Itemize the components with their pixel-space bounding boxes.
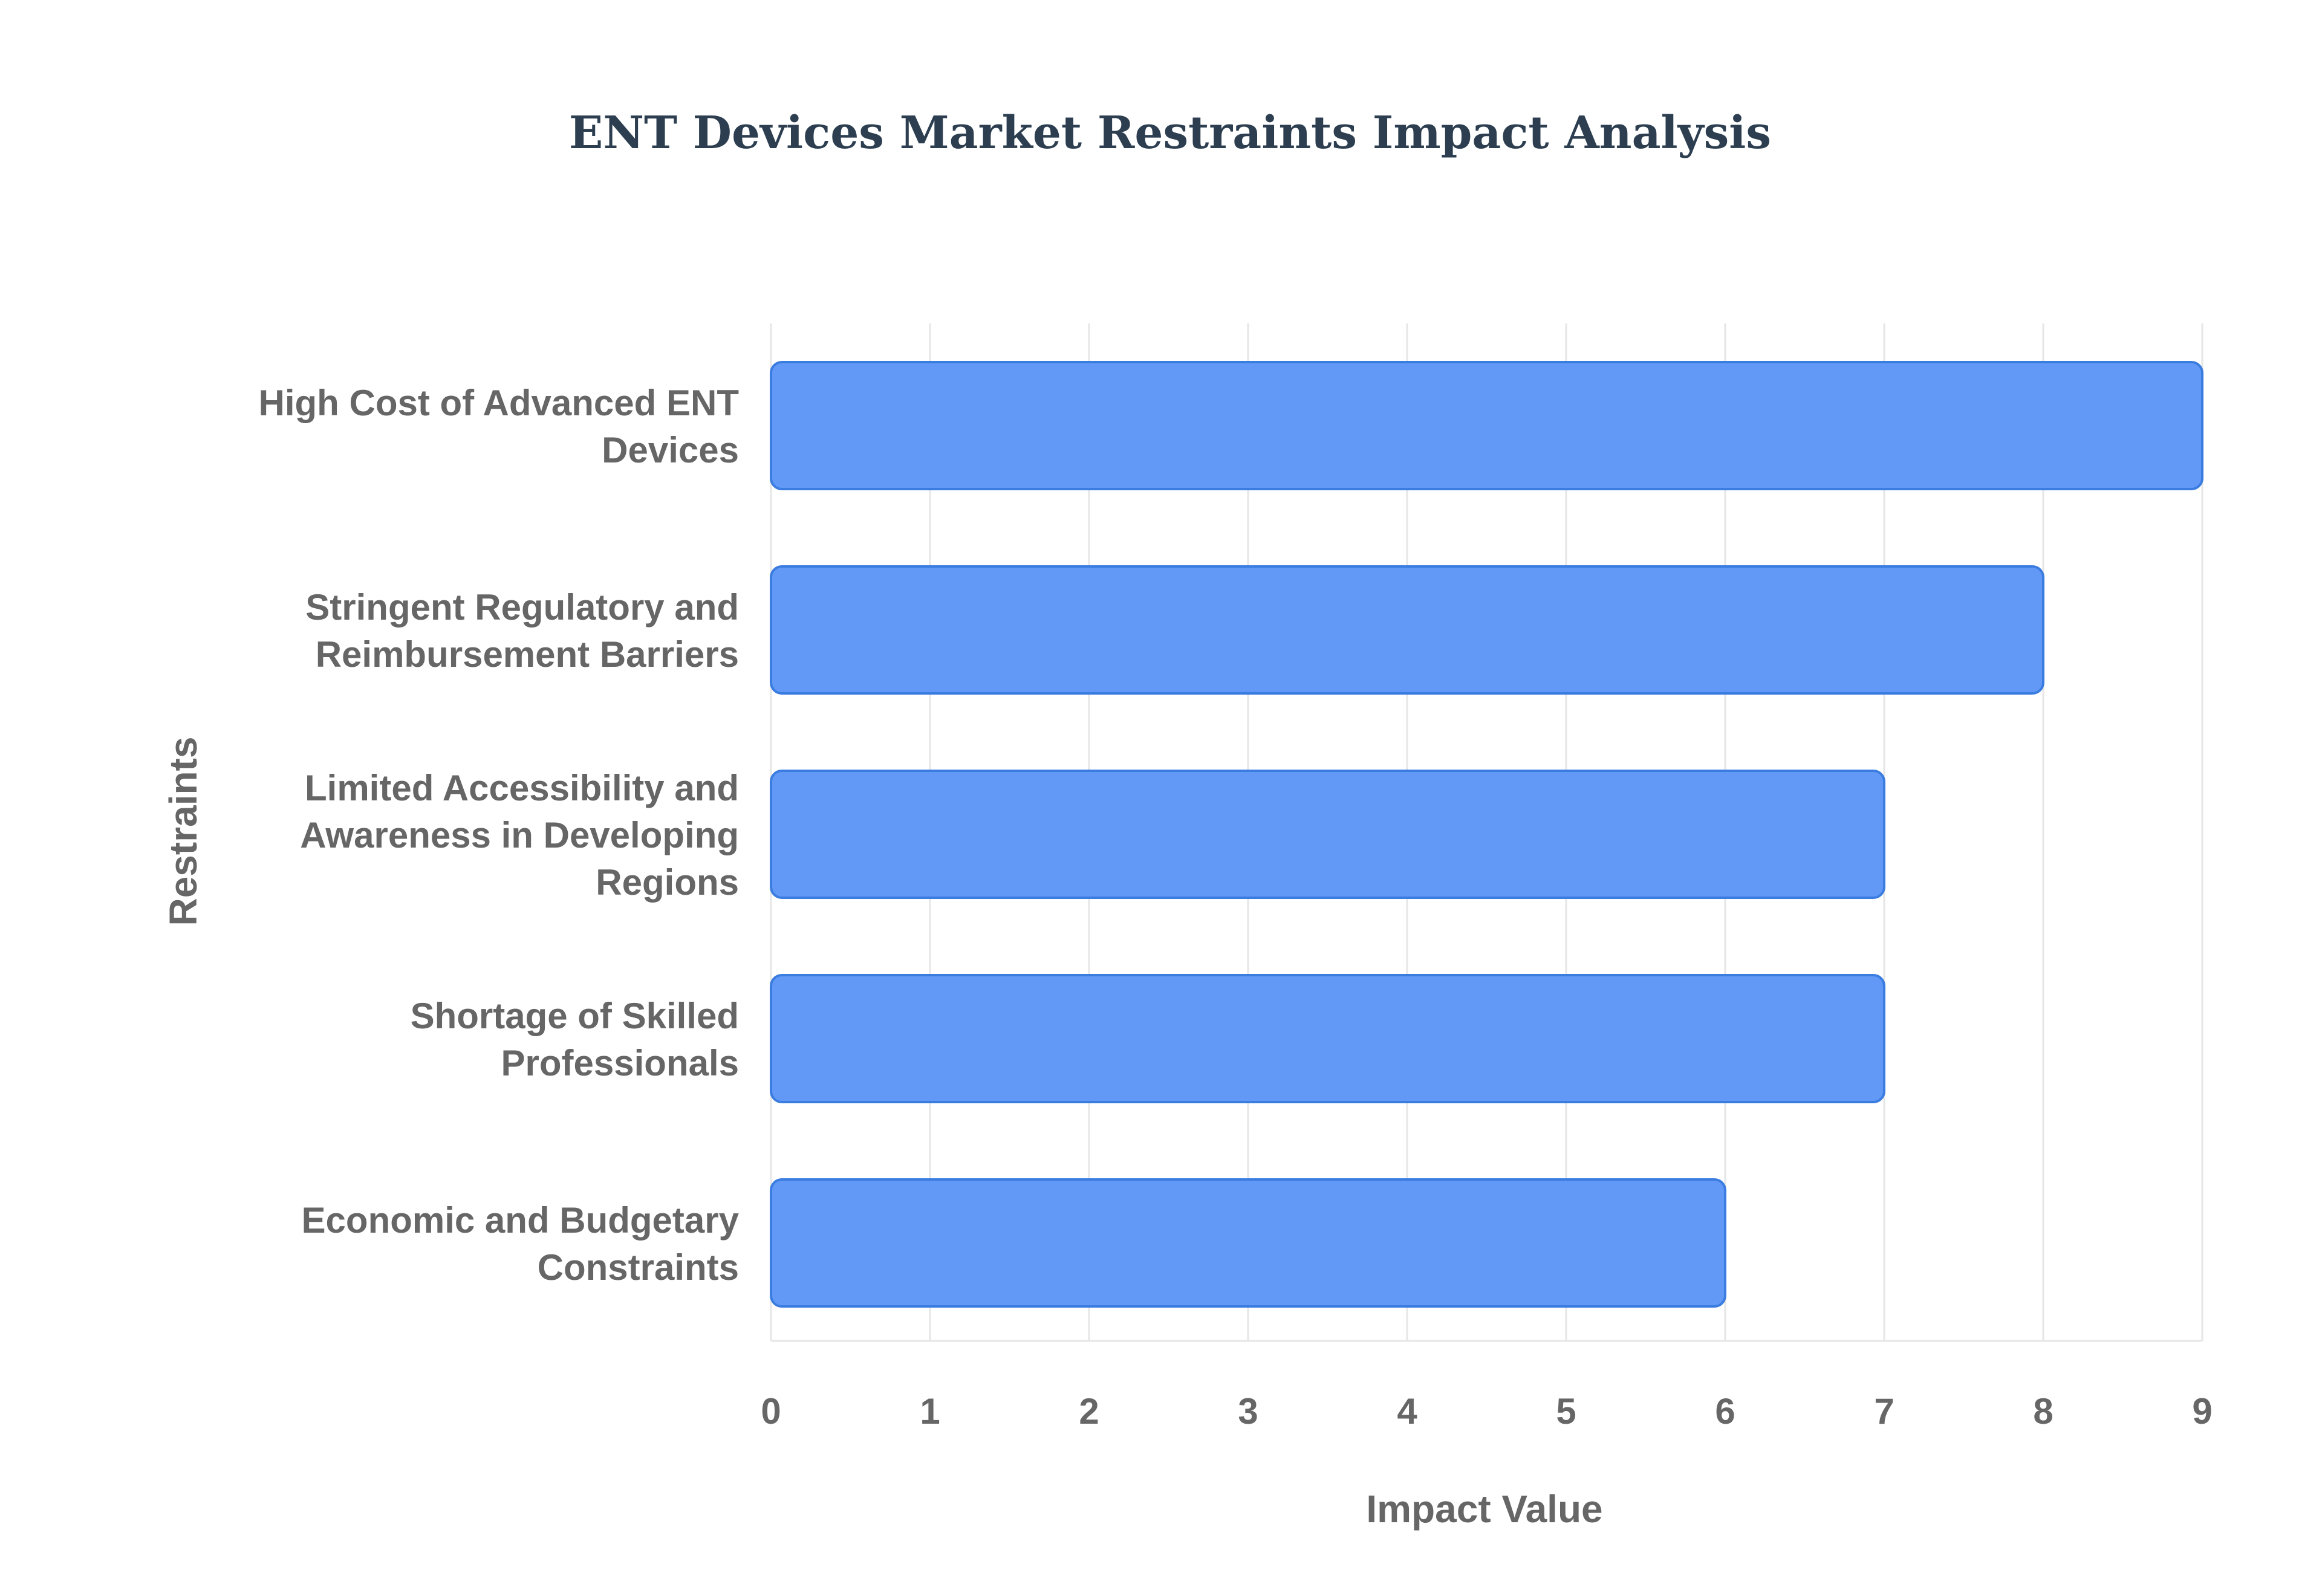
bars	[770, 361, 2203, 1308]
y-tick-label-line: Regions	[596, 862, 739, 903]
x-tick-label: 1	[920, 1391, 940, 1432]
y-tick-label-line: Limited Accessibility and	[305, 768, 739, 808]
y-tick-label: Shortage of Skilled Professionals	[411, 996, 739, 1083]
y-axis-label: Restraints	[161, 737, 205, 926]
y-tick-label-line: Devices	[602, 430, 739, 470]
chart-title: ENT Devices Market Restraints Impact Ana…	[569, 107, 1771, 159]
bar	[770, 565, 2044, 695]
bar	[770, 361, 2203, 490]
bar	[770, 770, 1885, 899]
y-tick-label: Economic and Budgetary Constraints	[302, 1200, 740, 1288]
x-tick-label: 2	[1079, 1391, 1099, 1432]
x-tick-label: 0	[761, 1391, 781, 1432]
y-tick-label: Stringent Regulatory and Reimbursement Ba…	[305, 587, 739, 675]
y-tick-label-line: High Cost of Advanced ENT	[259, 383, 739, 423]
y-tick-label-line: Professionals	[501, 1043, 740, 1083]
x-tick-label: 7	[1874, 1391, 1894, 1432]
x-tick-label: 5	[1556, 1391, 1576, 1432]
y-tick-label-line: Constraints	[538, 1247, 739, 1288]
x-tick-label: 4	[1397, 1391, 1417, 1432]
x-axis-label: Impact Value	[1366, 1487, 1602, 1531]
bar	[770, 1178, 1726, 1308]
x-tick-label: 9	[2192, 1391, 2212, 1432]
y-tick-label: Limited Accessibility and Awareness in De…	[300, 768, 739, 903]
x-tick-label: 3	[1238, 1391, 1258, 1432]
y-tick-label-line: Economic and Budgetary	[302, 1200, 740, 1241]
y-tick-label-line: Stringent Regulatory and	[305, 587, 739, 628]
x-tick-labels: 0 1 2 3 4 5 6 7 8 9	[761, 1391, 2212, 1432]
y-tick-label-line: Awareness in Developing	[300, 815, 739, 855]
y-tick-label-line: Shortage of Skilled	[411, 996, 739, 1036]
y-tick-label: High Cost of Advanced ENT Devices	[259, 383, 739, 470]
y-tick-label-line: Reimbursement Barriers	[316, 634, 739, 675]
x-tick-label: 6	[1715, 1391, 1735, 1432]
x-tick-label: 8	[2033, 1391, 2053, 1432]
y-tick-labels: High Cost of Advanced ENT Devices Stringen…	[259, 383, 740, 1288]
bar	[770, 974, 1885, 1103]
